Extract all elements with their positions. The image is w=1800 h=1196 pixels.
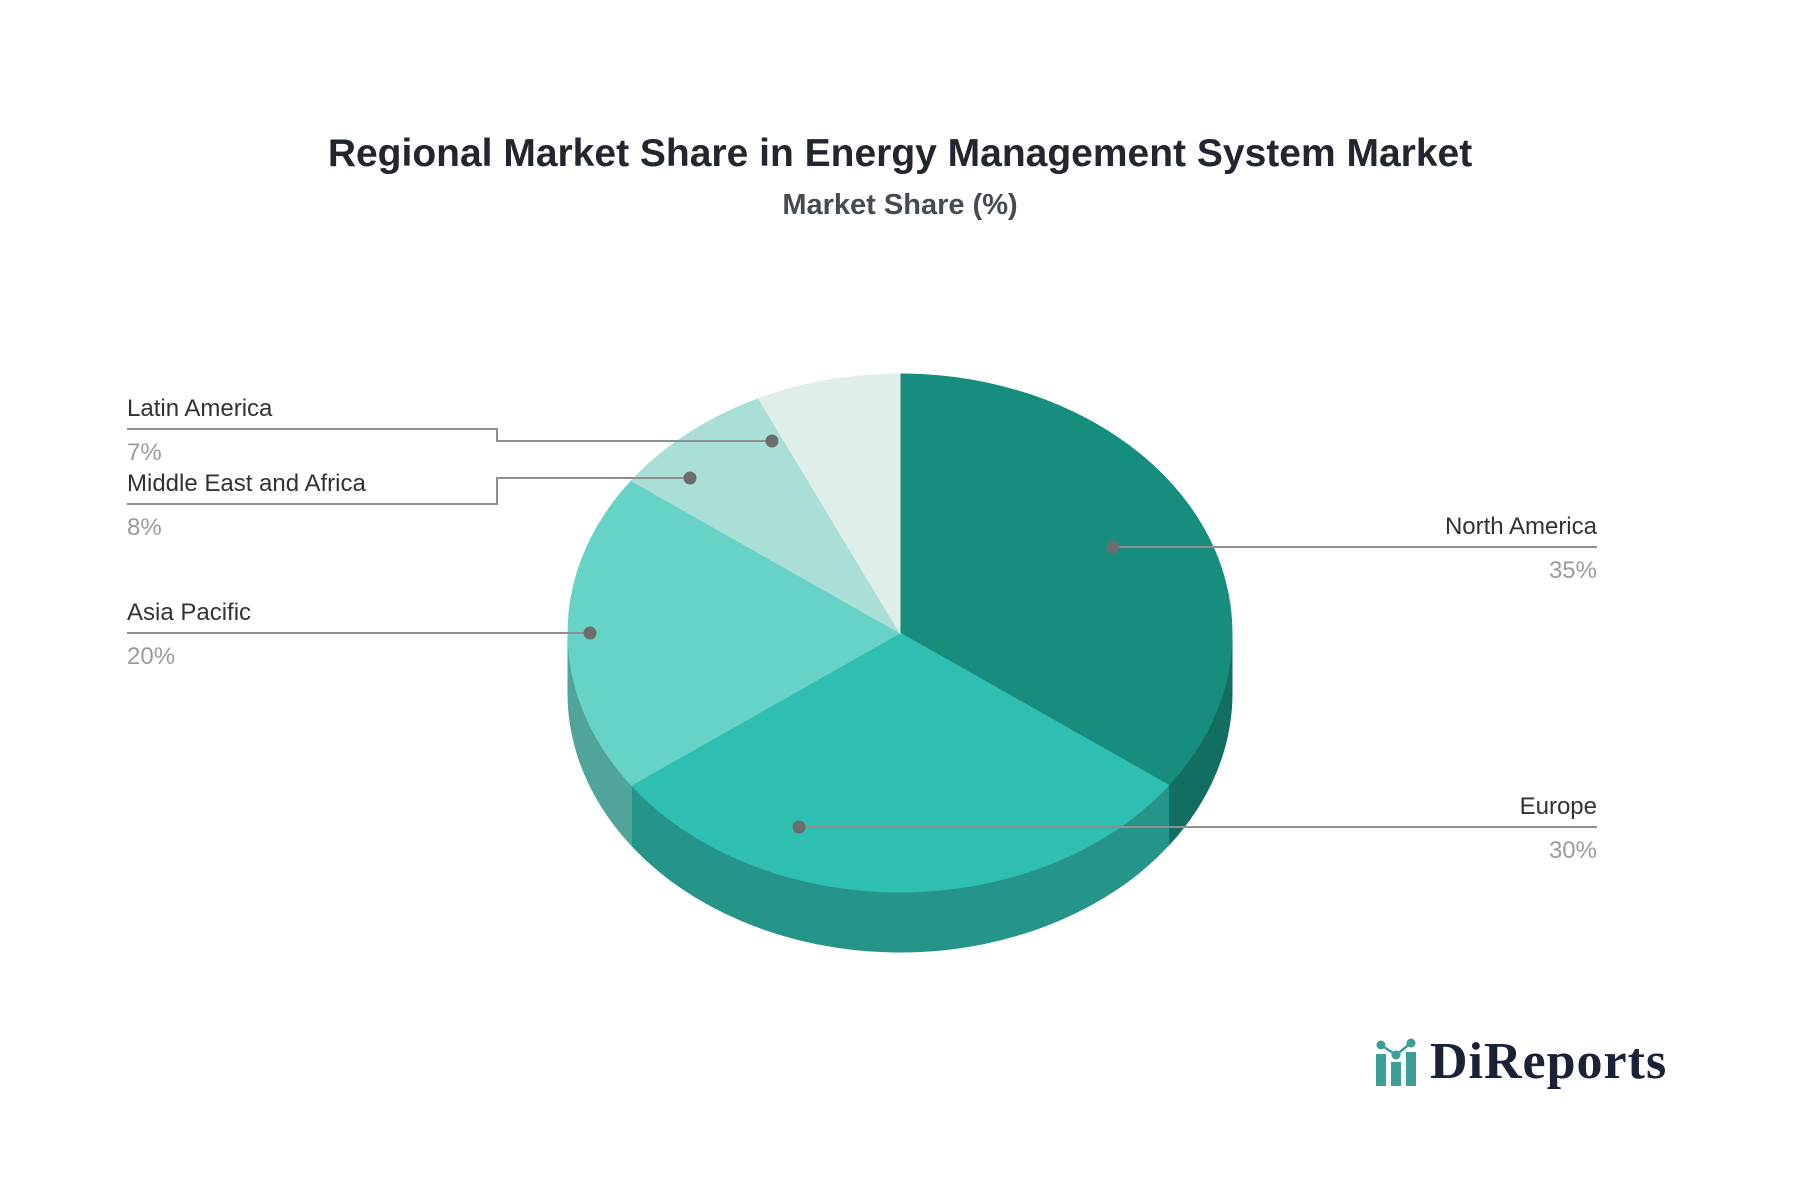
brand-logo-text: DiReports <box>1430 1033 1668 1090</box>
chart-title: Regional Market Share in Energy Manageme… <box>327 132 1473 175</box>
pie-slice-middle-east-and-africa[interactable] <box>630 397 902 635</box>
label-value-europe: 30% <box>1548 837 1597 864</box>
logo-bar-2 <box>1391 1062 1401 1086</box>
logo-dot-3 <box>1406 1038 1416 1048</box>
brand-logo-icon <box>1376 1038 1416 1086</box>
label-name-europe: Europe <box>1519 793 1597 820</box>
leader-dot-latin-america <box>765 434 779 448</box>
label-value-middle-east-and-africa: 8% <box>127 514 162 541</box>
label-value-asia-pacific: 20% <box>127 643 176 670</box>
brand-logo: DiReports <box>1374 1036 1667 1088</box>
leader-line-middle-east-and-africa <box>127 477 690 505</box>
pie-slice-north-america[interactable] <box>899 373 1233 786</box>
pie-slice-latin-america[interactable] <box>757 373 901 635</box>
chart-subtitle: Market Share (%) <box>782 189 1018 221</box>
label-value-latin-america: 7% <box>127 439 162 466</box>
logo-bar-1 <box>1376 1054 1386 1086</box>
leader-dot-europe <box>792 820 806 834</box>
label-value-north-america: 35% <box>1548 557 1597 584</box>
leader-dot-asia-pacific <box>583 626 597 640</box>
logo-dot-1 <box>1376 1040 1386 1050</box>
leader-dot-middle-east-and-africa <box>683 471 697 485</box>
label-name-middle-east-and-africa: Middle East and Africa <box>127 470 366 497</box>
logo-bar-3 <box>1406 1052 1416 1086</box>
logo-dot-2 <box>1391 1050 1401 1060</box>
leader-line-latin-america <box>127 428 772 442</box>
label-name-north-america: North America <box>1444 513 1597 540</box>
label-name-asia-pacific: Asia Pacific <box>127 599 252 626</box>
label-name-latin-america: Latin America <box>127 395 273 422</box>
leader-dot-north-america <box>1106 540 1120 554</box>
